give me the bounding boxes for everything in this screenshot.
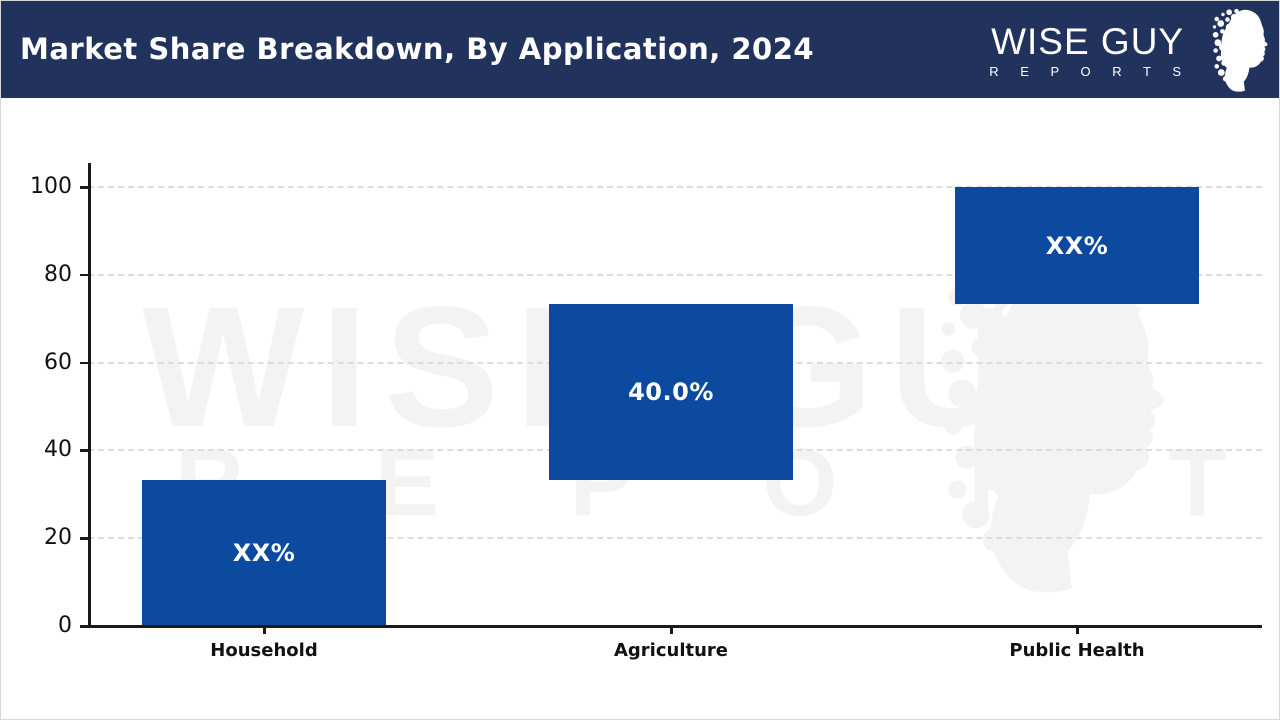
x-tick-mark [263,626,266,634]
y-tick-label: 20 [44,525,72,551]
gridline-100 [88,186,1262,188]
x-tick-label-household: Household [210,640,318,661]
brand-text: WISE GUY R E P O R T S [985,21,1190,80]
x-tick-label-agriculture: Agriculture [613,640,729,661]
bar-value-label: 40.0% [628,378,714,406]
y-tick-label: 80 [44,261,72,287]
header-banner: Market Share Breakdown, By Application, … [0,0,1280,98]
y-tick-label: 40 [44,437,72,463]
brand-wordmark: WISE GUY [991,21,1185,62]
brand-reports-text: R E P O R T S [989,64,1190,79]
y-tick-label: 0 [58,613,72,638]
x-tick-label-public-health: Public Health [1009,640,1145,661]
page-title: Market Share Breakdown, By Application, … [20,32,815,66]
brand-face-icon [1212,8,1268,92]
bar-value-label: XX% [232,538,296,567]
x-tick-mark [1076,626,1079,634]
bar-public-health: XX% [955,187,1199,305]
gridline-20 [88,537,1262,540]
y-tick-mark [80,449,88,452]
y-axis-line [88,163,91,626]
x-tick-mark [670,626,673,634]
y-tick-mark [80,625,88,628]
y-tick-label: 100 [30,174,72,199]
bar-value-label: XX% [1045,231,1109,260]
x-axis-line [88,625,1262,628]
bar-household: XX% [142,479,386,626]
bar-agriculture: 40.0% [549,304,793,480]
brand-logo: WISE GUY R E P O R T S [989,4,1268,96]
y-tick-mark [80,186,88,189]
y-tick-label: 60 [44,349,72,375]
y-tick-mark [80,537,88,540]
y-tick-mark [80,361,88,365]
gridline-80 [88,273,1262,276]
y-tick-mark [80,273,88,277]
